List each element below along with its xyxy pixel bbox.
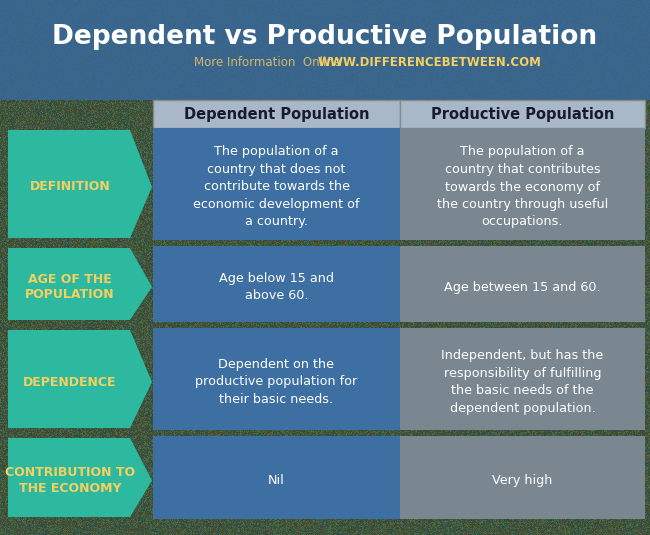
Text: Independent, but has the
responsibility of fulfilling
the basic needs of the
dep: Independent, but has the responsibility … <box>441 349 604 415</box>
Text: Productive Population: Productive Population <box>431 106 614 121</box>
Text: AGE OF THE
POPULATION: AGE OF THE POPULATION <box>25 273 115 301</box>
Text: Very high: Very high <box>492 474 552 487</box>
Text: WWW.DIFFERENCEBETWEEN.COM: WWW.DIFFERENCEBETWEEN.COM <box>318 57 542 70</box>
FancyBboxPatch shape <box>400 100 645 128</box>
FancyBboxPatch shape <box>400 436 645 519</box>
Polygon shape <box>8 438 152 517</box>
Polygon shape <box>8 248 152 320</box>
FancyBboxPatch shape <box>153 100 400 128</box>
Text: The population of a
country that does not
contribute towards the
economic develo: The population of a country that does no… <box>193 146 359 228</box>
Polygon shape <box>8 330 152 428</box>
FancyBboxPatch shape <box>153 328 400 430</box>
Text: Nil: Nil <box>268 474 285 487</box>
Text: Dependent vs Productive Population: Dependent vs Productive Population <box>53 24 597 50</box>
FancyBboxPatch shape <box>153 128 400 240</box>
FancyBboxPatch shape <box>153 246 400 322</box>
FancyBboxPatch shape <box>153 436 400 519</box>
Text: Dependent Population: Dependent Population <box>184 106 369 121</box>
FancyBboxPatch shape <box>0 0 650 100</box>
Text: More Information  Online: More Information Online <box>194 57 341 70</box>
Text: Age between 15 and 60.: Age between 15 and 60. <box>444 280 601 294</box>
FancyBboxPatch shape <box>400 246 645 322</box>
Polygon shape <box>8 130 152 238</box>
Text: Dependent on the
productive population for
their basic needs.: Dependent on the productive population f… <box>196 358 358 406</box>
FancyBboxPatch shape <box>400 328 645 430</box>
Text: DEPENDENCE: DEPENDENCE <box>23 376 117 388</box>
Text: The population of a
country that contributes
towards the economy of
the country : The population of a country that contrib… <box>437 146 608 228</box>
Text: CONTRIBUTION TO
THE ECONOMY: CONTRIBUTION TO THE ECONOMY <box>5 467 135 494</box>
Text: DEFINITION: DEFINITION <box>30 180 110 194</box>
Text: Age below 15 and
above 60.: Age below 15 and above 60. <box>219 272 334 302</box>
FancyBboxPatch shape <box>400 128 645 240</box>
